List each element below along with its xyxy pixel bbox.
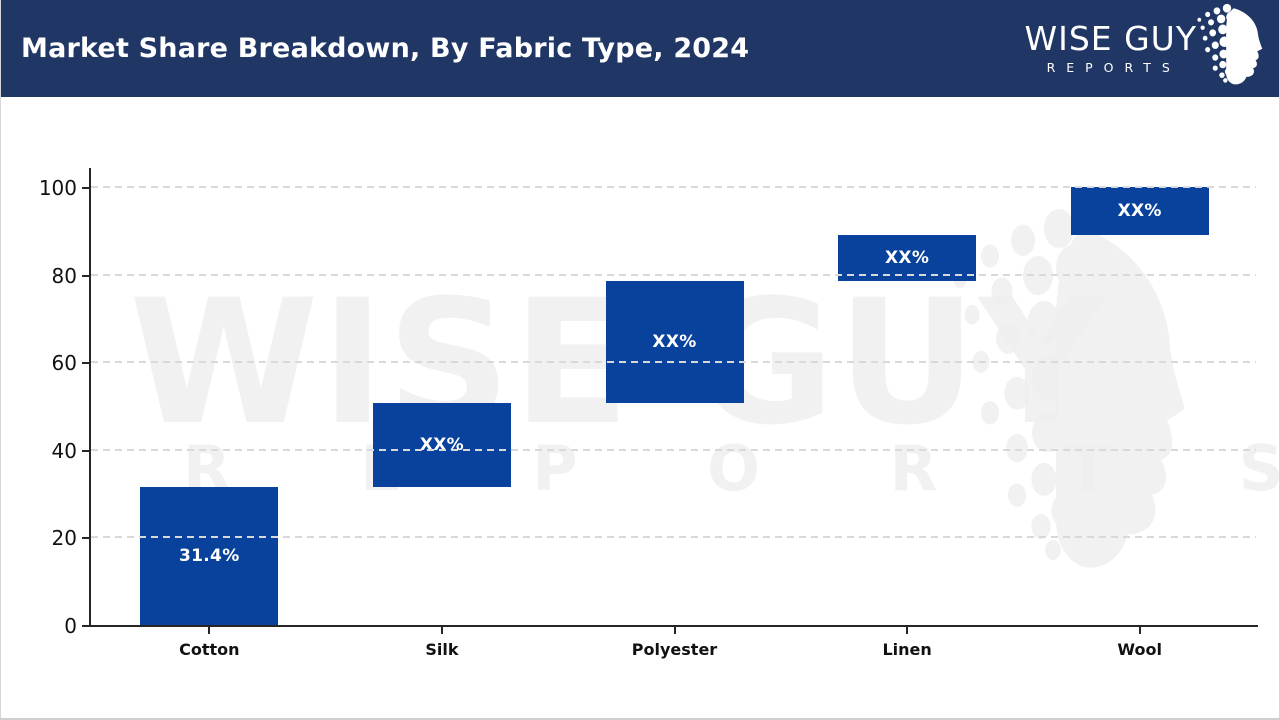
bar-segment: XX%: [372, 403, 511, 488]
y-tick-mark: [82, 362, 89, 365]
x-tick-mark: [1138, 627, 1141, 634]
bar-segment: XX%: [838, 235, 977, 282]
bar-value-label: XX%: [885, 248, 930, 269]
gridline: [91, 273, 1256, 276]
x-axis-label: Linen: [882, 640, 932, 659]
bar-segment: XX%: [605, 281, 744, 404]
x-axis-label: Cotton: [179, 640, 240, 659]
gridline: [91, 448, 1256, 451]
y-tick-mark: [82, 187, 89, 189]
x-tick-mark: [906, 627, 909, 634]
x-axis-label: Silk: [425, 640, 459, 659]
y-axis-label: 0: [64, 614, 77, 638]
brand-wordmark: WISE GUY REPORTS: [1024, 22, 1197, 75]
gridline: [91, 361, 1256, 364]
brand-subtitle: REPORTS: [1046, 60, 1181, 75]
x-tick-mark: [673, 627, 676, 634]
x-axis-label: Wool: [1117, 640, 1162, 659]
y-axis-label: 20: [51, 526, 77, 551]
header: Market Share Breakdown, By Fabric Type, …: [1, 0, 1279, 97]
axis-spine-bottom: [89, 625, 1258, 627]
plot-area: 0 20 40 60 80 100 31.4% Cotton XX% Silk XX% Polyest…: [1, 97, 1279, 718]
bar-value-label: XX%: [652, 332, 697, 353]
bar-value-label: XX%: [419, 435, 464, 456]
x-tick-mark: [440, 627, 443, 634]
bar-value-label: XX%: [1117, 201, 1162, 222]
head-logo-icon: [1197, 3, 1263, 84]
brand-logo: WISE GUY REPORTS: [1024, 3, 1269, 91]
y-axis-label: 60: [51, 351, 77, 376]
bar-value-label: 31.4%: [179, 546, 240, 567]
gridline: [91, 186, 1256, 188]
y-tick-mark: [82, 537, 89, 540]
bar-segment: 31.4%: [140, 487, 279, 625]
y-axis-label: 100: [38, 176, 77, 200]
y-axis-label: 80: [51, 263, 77, 288]
y-tick-mark: [82, 449, 89, 452]
watermark-head-icon: [953, 208, 1185, 568]
x-tick-mark: [208, 627, 211, 634]
axis-spine-left: [89, 168, 91, 627]
page-title: Market Share Breakdown, By Fabric Type, …: [21, 33, 750, 64]
x-axis-label: Polyester: [631, 640, 718, 659]
bar-segment: XX%: [1070, 187, 1209, 236]
gridline: [91, 536, 1256, 539]
y-tick-mark: [82, 625, 89, 627]
brand-name: WISE GUY: [1024, 19, 1197, 58]
y-tick-mark: [82, 274, 89, 277]
y-axis-label: 40: [51, 438, 77, 463]
